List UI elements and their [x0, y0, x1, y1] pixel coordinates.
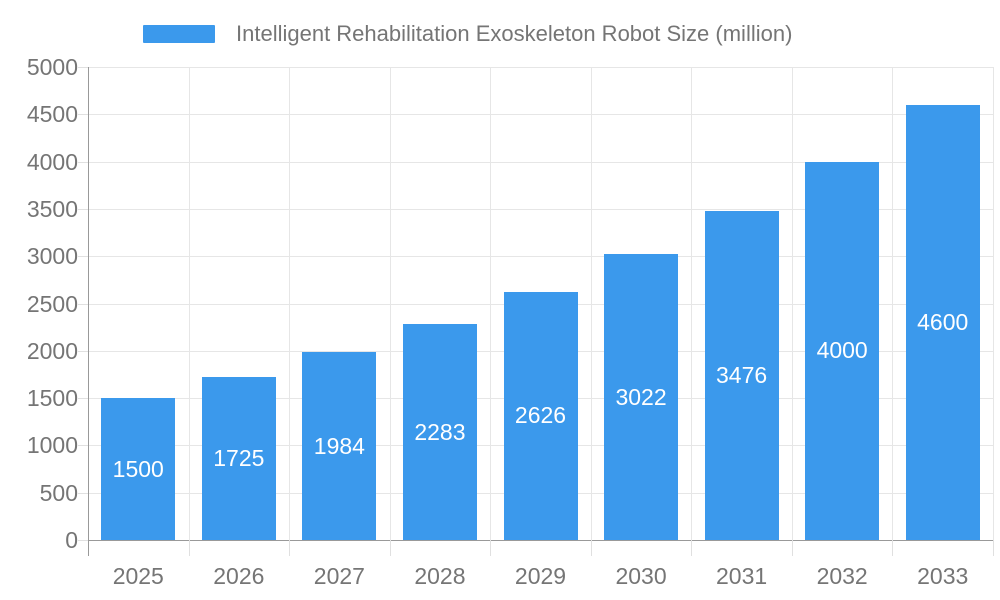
x-tick-label: 2025 [112, 563, 164, 589]
gridline-horizontal [88, 67, 993, 68]
gridline-vertical [289, 67, 290, 540]
gridline-horizontal [88, 256, 993, 258]
bar-value-label: 1725 [213, 444, 265, 471]
x-axis-tick [390, 540, 391, 556]
x-axis-tick [892, 540, 893, 556]
y-tick-label: 4000 [26, 148, 78, 175]
y-tick-label: 3000 [26, 243, 78, 270]
y-tick-label: 2500 [26, 290, 78, 317]
bar[interactable]: 2626 [503, 291, 578, 540]
y-tick-label: 500 [39, 479, 78, 506]
x-tick-label: 2029 [514, 563, 567, 589]
x-tick-label: 2027 [313, 563, 365, 589]
gridline-vertical [993, 67, 994, 540]
x-tick-label: 2033 [917, 563, 969, 589]
y-tick-label: 1500 [26, 385, 78, 412]
legend-swatch [143, 25, 215, 43]
gridline-vertical [792, 67, 793, 540]
gridline-vertical [189, 67, 190, 540]
bar[interactable]: 2283 [402, 324, 477, 540]
bar-value-label: 2626 [514, 402, 567, 429]
bar[interactable]: 1984 [302, 352, 377, 540]
y-axis-tick [78, 67, 88, 68]
gridline-vertical [691, 67, 692, 540]
gridline-vertical [591, 67, 592, 540]
bar-value-label: 1984 [313, 432, 365, 459]
x-axis-tick [289, 540, 290, 556]
y-tick-label: 2000 [26, 337, 78, 364]
x-axis-tick [490, 540, 491, 556]
bar-value-label: 4000 [816, 337, 868, 364]
x-axis-tick [591, 540, 592, 556]
y-tick-label: 4500 [26, 101, 78, 128]
gridline-horizontal [88, 114, 993, 116]
x-tick-label: 2031 [716, 563, 768, 589]
bar-value-label: 1500 [112, 455, 164, 482]
y-axis-tick [78, 114, 88, 116]
bar-value-label: 3022 [615, 383, 667, 410]
bar-value-label: 4600 [917, 308, 969, 335]
bar[interactable]: 1725 [201, 376, 276, 540]
y-tick-label: 5000 [26, 54, 78, 80]
x-tick-label: 2032 [816, 563, 868, 589]
legend-item[interactable]: Intelligent Rehabilitation Exoskeleton R… [143, 18, 792, 50]
gridline-vertical [892, 67, 893, 540]
y-axis-tick [78, 398, 88, 400]
y-axis-tick [78, 208, 88, 210]
x-axis-tick [792, 540, 793, 556]
y-axis-tick [78, 350, 88, 352]
x-tick-label: 2030 [615, 563, 667, 589]
y-axis-tick [78, 492, 88, 494]
y-axis-tick [78, 303, 88, 305]
y-axis-tick [78, 445, 88, 447]
bar[interactable]: 4600 [905, 104, 980, 540]
y-axis-line [88, 67, 89, 556]
bar[interactable]: 3022 [604, 254, 679, 540]
gridline-vertical [490, 67, 491, 540]
x-axis-tick [993, 540, 994, 556]
x-tick-label: 2028 [414, 563, 466, 589]
gridline-horizontal [88, 208, 993, 210]
x-axis-line [88, 540, 993, 541]
y-axis-tick [78, 540, 88, 541]
bar[interactable]: 4000 [805, 161, 880, 540]
legend-label: Intelligent Rehabilitation Exoskeleton R… [236, 21, 793, 46]
y-axis-tick [78, 161, 88, 163]
y-tick-label: 1000 [26, 432, 78, 459]
gridline-vertical [390, 67, 391, 540]
bar[interactable]: 1500 [101, 398, 176, 540]
bar-value-label: 3476 [716, 362, 768, 389]
y-tick-label: 3500 [26, 195, 78, 222]
x-axis-tick [691, 540, 692, 556]
y-tick-label: 0 [65, 527, 78, 553]
x-axis-tick [189, 540, 190, 556]
bar-value-label: 2283 [414, 418, 466, 445]
gridline-horizontal [88, 161, 993, 163]
bar[interactable]: 3476 [704, 211, 779, 540]
x-tick-label: 2026 [213, 563, 265, 589]
y-axis-tick [78, 256, 88, 258]
